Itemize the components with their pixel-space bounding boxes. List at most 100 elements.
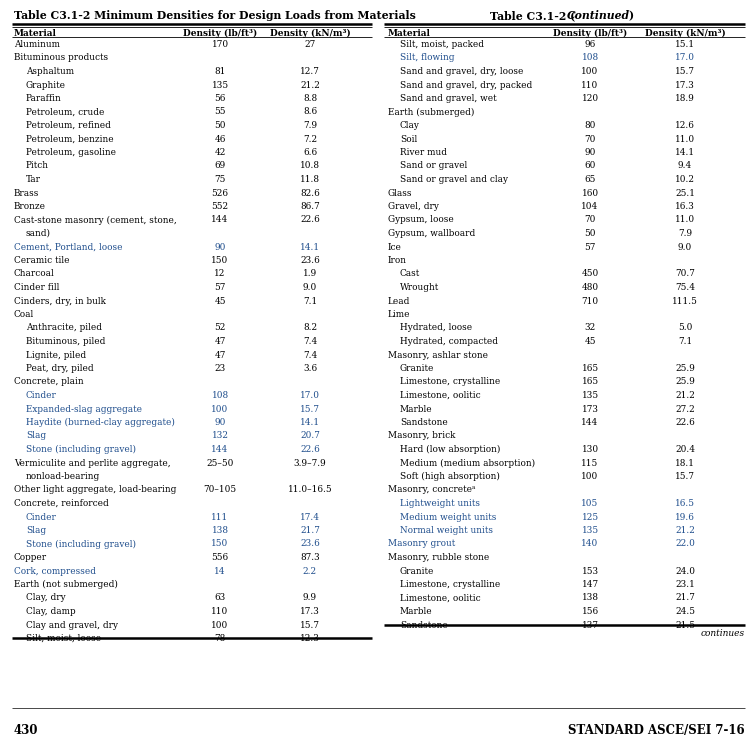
- Text: Brass: Brass: [14, 189, 39, 198]
- Text: 16.5: 16.5: [675, 499, 695, 508]
- Text: 11.0: 11.0: [675, 216, 695, 225]
- Text: Bituminous products: Bituminous products: [14, 54, 108, 63]
- Text: 27: 27: [304, 40, 316, 49]
- Text: 22.6: 22.6: [300, 216, 320, 225]
- Text: Limestone, crystalline: Limestone, crystalline: [400, 377, 500, 386]
- Text: 21.7: 21.7: [675, 594, 695, 603]
- Text: 108: 108: [212, 391, 229, 400]
- Text: Limestone, oolitic: Limestone, oolitic: [400, 391, 480, 400]
- Text: 138: 138: [212, 526, 228, 535]
- Text: Slag: Slag: [26, 431, 46, 440]
- Text: Hydrated, loose: Hydrated, loose: [400, 324, 472, 333]
- Text: Lead: Lead: [388, 296, 410, 306]
- Text: 111.5: 111.5: [672, 296, 698, 306]
- Text: Cinder: Cinder: [26, 513, 57, 521]
- Text: 50: 50: [584, 229, 596, 238]
- Text: Graphite: Graphite: [26, 81, 66, 90]
- Text: 11.0: 11.0: [675, 134, 695, 143]
- Text: 16.3: 16.3: [675, 202, 695, 211]
- Text: 47: 47: [215, 351, 226, 360]
- Text: 9.4: 9.4: [678, 161, 692, 171]
- Text: 7.1: 7.1: [678, 337, 692, 346]
- Text: Silt, flowing: Silt, flowing: [400, 54, 455, 63]
- Text: 132: 132: [212, 431, 228, 440]
- Text: 70.7: 70.7: [675, 269, 695, 278]
- Text: 108: 108: [581, 54, 599, 63]
- Text: 115: 115: [581, 459, 599, 468]
- Text: 104: 104: [581, 202, 599, 211]
- Text: Pitch: Pitch: [26, 161, 49, 171]
- Text: Ice: Ice: [388, 242, 402, 251]
- Text: Lignite, piled: Lignite, piled: [26, 351, 86, 360]
- Text: 15.7: 15.7: [300, 621, 320, 630]
- Text: 7.2: 7.2: [303, 134, 317, 143]
- Text: 1.9: 1.9: [303, 269, 317, 278]
- Text: Lime: Lime: [388, 310, 410, 319]
- Text: 10.8: 10.8: [300, 161, 320, 171]
- Text: Limestone, crystalline: Limestone, crystalline: [400, 580, 500, 589]
- Text: 9.9: 9.9: [303, 594, 317, 603]
- Text: 2.2: 2.2: [303, 566, 317, 575]
- Text: Sandstone: Sandstone: [400, 418, 448, 427]
- Text: Gravel, dry: Gravel, dry: [388, 202, 439, 211]
- Text: Other light aggregate, load-bearing: Other light aggregate, load-bearing: [14, 486, 176, 495]
- Text: Sand or gravel: Sand or gravel: [400, 161, 468, 171]
- Text: Masonry, ashlar stone: Masonry, ashlar stone: [388, 351, 488, 360]
- Text: 24.0: 24.0: [675, 566, 695, 575]
- Text: Cinder: Cinder: [26, 391, 57, 400]
- Text: Sand and gravel, dry, packed: Sand and gravel, dry, packed: [400, 81, 532, 90]
- Text: 110: 110: [212, 607, 229, 616]
- Text: 22.6: 22.6: [675, 418, 695, 427]
- Text: 25.1: 25.1: [675, 189, 695, 198]
- Text: 55: 55: [215, 107, 226, 116]
- Text: Petroleum, crude: Petroleum, crude: [26, 107, 105, 116]
- Text: Haydite (burned-clay aggregate): Haydite (burned-clay aggregate): [26, 418, 175, 427]
- Text: Bronze: Bronze: [14, 202, 46, 211]
- Text: 82.6: 82.6: [300, 189, 320, 198]
- Text: 23.6: 23.6: [300, 539, 320, 548]
- Text: Paraffin: Paraffin: [26, 94, 62, 103]
- Text: Granite: Granite: [400, 364, 434, 373]
- Text: Clay, dry: Clay, dry: [26, 594, 66, 603]
- Text: Density (kN/m³): Density (kN/m³): [270, 29, 350, 38]
- Text: 69: 69: [215, 161, 226, 171]
- Text: 552: 552: [212, 202, 229, 211]
- Text: 12.7: 12.7: [300, 67, 320, 76]
- Text: Medium (medium absorption): Medium (medium absorption): [400, 459, 535, 468]
- Text: sand): sand): [26, 229, 51, 238]
- Text: 6.6: 6.6: [303, 148, 317, 157]
- Text: 144: 144: [212, 216, 229, 225]
- Text: 140: 140: [581, 539, 599, 548]
- Text: 32: 32: [584, 324, 596, 333]
- Text: Aluminum: Aluminum: [14, 40, 60, 49]
- Text: 65: 65: [584, 175, 596, 184]
- Text: 130: 130: [581, 445, 599, 454]
- Text: ): ): [628, 10, 633, 21]
- Text: 57: 57: [215, 283, 226, 292]
- Text: 90: 90: [215, 418, 226, 427]
- Text: 11.0–16.5: 11.0–16.5: [288, 486, 332, 495]
- Text: Earth (submerged): Earth (submerged): [388, 107, 474, 116]
- Text: 17.3: 17.3: [300, 607, 320, 616]
- Text: Sandstone: Sandstone: [400, 621, 448, 630]
- Text: Clay and gravel, dry: Clay and gravel, dry: [26, 621, 118, 630]
- Text: 170: 170: [212, 40, 229, 49]
- Text: Concrete, reinforced: Concrete, reinforced: [14, 499, 108, 508]
- Text: Tar: Tar: [26, 175, 41, 184]
- Text: Marble: Marble: [400, 404, 433, 413]
- Text: Gypsum, loose: Gypsum, loose: [388, 216, 454, 225]
- Text: Charcoal: Charcoal: [14, 269, 55, 278]
- Text: Iron: Iron: [388, 256, 407, 265]
- Text: 150: 150: [212, 539, 229, 548]
- Text: Hydrated, compacted: Hydrated, compacted: [400, 337, 498, 346]
- Text: 21.2: 21.2: [300, 81, 320, 90]
- Text: 18.1: 18.1: [675, 459, 695, 468]
- Text: Medium weight units: Medium weight units: [400, 513, 496, 521]
- Text: 45: 45: [215, 296, 226, 306]
- Text: 22.6: 22.6: [300, 445, 320, 454]
- Text: 8.6: 8.6: [303, 107, 317, 116]
- Text: Cast: Cast: [400, 269, 420, 278]
- Text: 7.1: 7.1: [303, 296, 317, 306]
- Text: 11.8: 11.8: [300, 175, 320, 184]
- Text: 156: 156: [581, 607, 599, 616]
